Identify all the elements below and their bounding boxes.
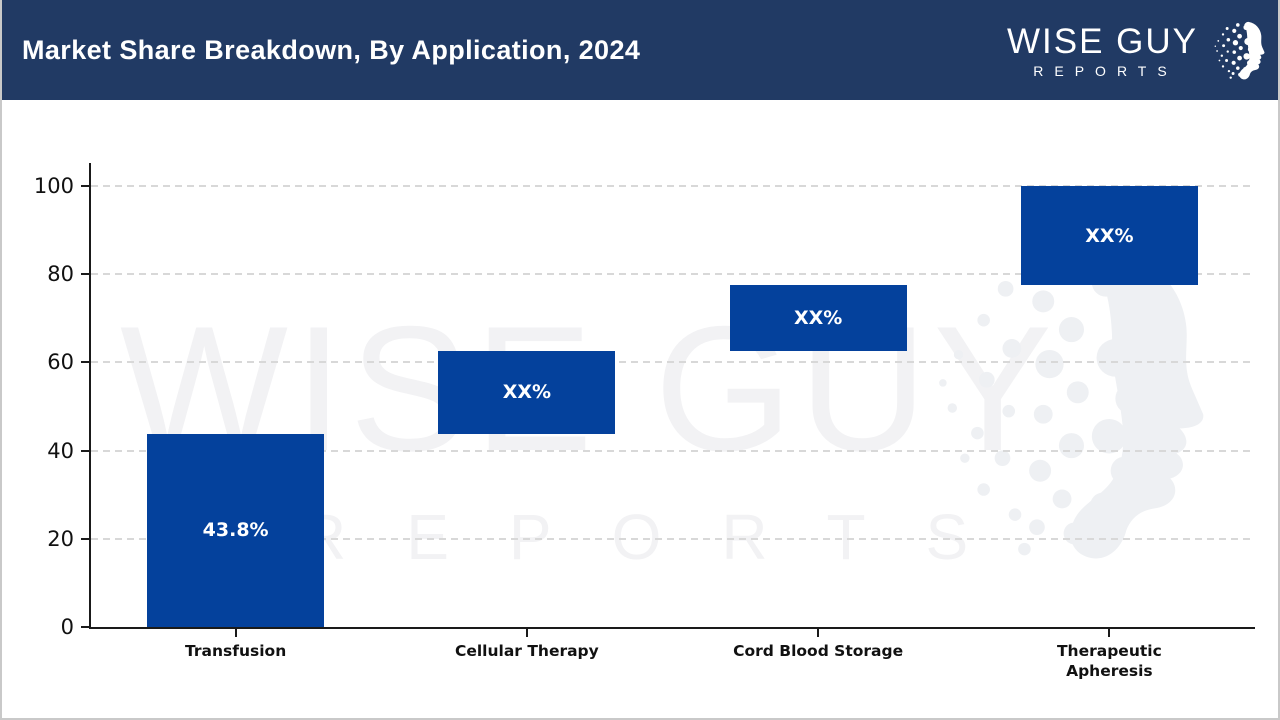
- gridline-y100: [91, 185, 1255, 187]
- y-axis-tick-80: [81, 273, 89, 276]
- x-axis-tick-cellular-therapy: [525, 629, 528, 637]
- brand-logo-wordmark: WISE GUY: [1006, 21, 1198, 61]
- y-axis-tick-100: [81, 185, 89, 187]
- bar-value-label-cellular-therapy: XX%: [502, 381, 552, 404]
- gridline-y40: [91, 449, 1255, 452]
- y-axis-tick-40: [81, 449, 89, 452]
- y-axis-tick-0: [81, 626, 89, 628]
- chart-title: Market Share Breakdown, By Application, …: [22, 34, 641, 65]
- x-axis-label-transfusion: Transfusion: [185, 642, 287, 660]
- bar-transfusion: [147, 433, 325, 627]
- gridline-y80: [91, 273, 1255, 276]
- y-axis-tick-label-80: 80: [47, 262, 74, 287]
- y-axis-tick-label-100: 100: [33, 174, 74, 198]
- y-axis-tick-label-0: 0: [60, 615, 74, 639]
- x-axis-spine: [89, 627, 1255, 629]
- y-axis-tick-label-60: 60: [47, 350, 74, 375]
- y-axis-tick-20: [81, 537, 89, 540]
- brand-logo-subtext: REPORTS: [1033, 62, 1178, 79]
- x-axis-tick-therapeutic-apheresis: [1108, 629, 1111, 637]
- brand-logo-text: WISE GUY REPORTS: [1007, 24, 1198, 79]
- bar-value-label-therapeutic-apheresis: XX%: [1085, 224, 1134, 247]
- gridline-y20: [91, 537, 1255, 540]
- x-axis-tick-transfusion: [234, 629, 237, 637]
- x-axis-label-therapeutic-apheresis: Therapeutic Apheresis: [1056, 642, 1162, 680]
- header-bar: Market Share Breakdown, By Application, …: [2, 0, 1278, 100]
- y-axis-spine: [89, 163, 91, 629]
- y-axis-tick-label-40: 40: [47, 438, 74, 463]
- logo-head-icon: [1194, 7, 1268, 95]
- brand-logo: WISE GUY REPORTS: [1007, 6, 1268, 96]
- x-axis-label-cellular-therapy: Cellular Therapy: [454, 642, 599, 660]
- y-axis-tick-60: [81, 361, 89, 364]
- x-axis-label-cord-blood-storage: Cord Blood Storage: [733, 642, 904, 660]
- gridline-y60: [91, 361, 1255, 364]
- bar-cord-blood-storage: [729, 285, 907, 351]
- y-axis-tick-label-20: 20: [47, 526, 74, 551]
- x-axis-tick-cord-blood-storage: [817, 629, 820, 637]
- bar-value-label-cord-blood-storage: XX%: [793, 307, 843, 330]
- bar-value-label-transfusion: 43.8%: [202, 519, 269, 542]
- bar-cellular-therapy: [438, 350, 616, 434]
